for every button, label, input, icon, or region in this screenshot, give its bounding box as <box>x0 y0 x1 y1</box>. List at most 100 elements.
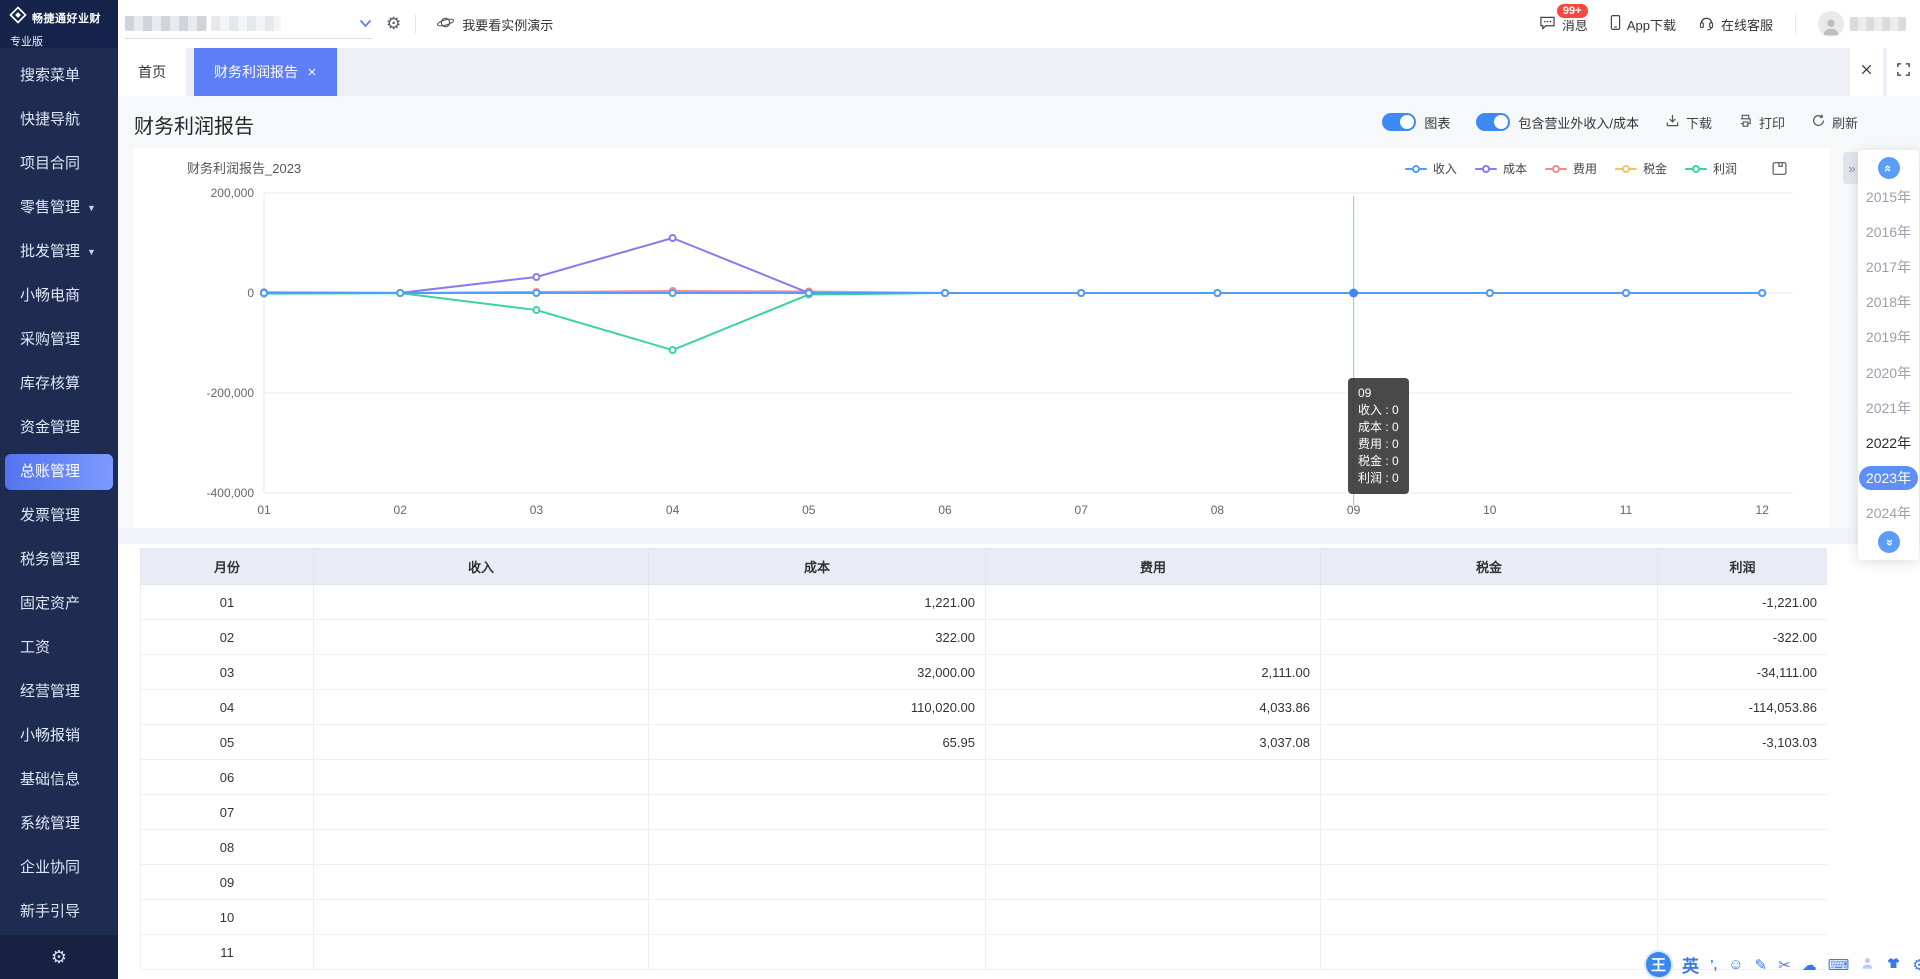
tab-active[interactable]: 财务利润报告 <box>194 48 337 96</box>
legend-item[interactable]: 收入 <box>1404 160 1457 177</box>
legend-item[interactable]: 费用 <box>1544 160 1597 177</box>
sidebar-item[interactable]: 采购管理 <box>20 331 81 348</box>
handwriting-icon[interactable] <box>1755 956 1768 974</box>
toggle-on[interactable]: 包含营业外收入/成本 <box>1476 113 1639 132</box>
user-account[interactable] <box>1818 11 1906 37</box>
sidebar-item[interactable]: 批发管理 ▼ <box>20 243 96 260</box>
table-cell: 04 <box>140 689 314 725</box>
company-selector[interactable] <box>125 9 372 39</box>
app-download-button[interactable]: App下载 <box>1610 14 1676 34</box>
tooltip-row: 成本 : 0 <box>1358 420 1399 434</box>
table-row[interactable]: 08 <box>140 829 1827 865</box>
fullscreen-button[interactable] <box>1887 48 1920 96</box>
table-cell: 32,000.00 <box>648 654 986 690</box>
table-cell: -1,221.00 <box>1657 584 1827 620</box>
table-row[interactable]: 11 <box>140 934 1827 970</box>
sidebar-item[interactable]: 工资 <box>20 639 51 656</box>
user-profile-icon[interactable] <box>1860 955 1875 974</box>
planet-icon <box>436 15 455 33</box>
table-cell <box>648 899 986 935</box>
legend-item[interactable]: 成本 <box>1474 160 1527 177</box>
year-option[interactable]: 2024年 <box>1865 505 1912 522</box>
year-option[interactable]: 2018年 <box>1865 294 1912 311</box>
sidebar-item[interactable]: 小畅电商 <box>20 287 81 304</box>
table-row[interactable]: 10 <box>140 899 1827 935</box>
ime-logo-icon[interactable]: 王 <box>1646 952 1671 977</box>
toggle-switch[interactable] <box>1382 113 1417 131</box>
year-option[interactable]: 2020年 <box>1865 364 1912 381</box>
download-button[interactable]: 下载 <box>1665 113 1712 132</box>
scroll-years-down-button[interactable] <box>1877 531 1900 553</box>
tab-item[interactable]: 首页 <box>118 48 186 96</box>
table-cell <box>313 689 649 725</box>
table-cell <box>1657 899 1827 935</box>
year-option[interactable]: 2023年 <box>1858 466 1919 491</box>
sidebar-item[interactable]: 项目合同 <box>20 155 81 172</box>
save-as-image-icon[interactable] <box>1771 160 1788 177</box>
table-row[interactable]: 05 65.95 3,037.08 -3,103.03 <box>140 724 1827 760</box>
collapse-panel-icon[interactable] <box>1843 152 1861 184</box>
sidebar-item[interactable]: 经营管理 <box>20 683 81 700</box>
table-cell <box>1320 619 1658 655</box>
sidebar-item[interactable]: 搜索菜单 <box>20 67 81 84</box>
sidebar-item[interactable]: 新手引导 <box>20 903 81 920</box>
sidebar-item[interactable]: 固定资产 <box>20 595 81 612</box>
punctuation-icon[interactable] <box>1710 956 1717 973</box>
year-option[interactable]: 2016年 <box>1865 223 1912 240</box>
table-cell <box>648 794 986 830</box>
sidebar-item[interactable]: 小畅报销 <box>20 727 81 744</box>
table-row[interactable]: 03 32,000.00 2,111.00 -34,111.00 <box>140 654 1827 690</box>
sidebar-item[interactable]: 税务管理 <box>20 551 81 568</box>
toggle-switch[interactable] <box>1476 113 1511 131</box>
print-button[interactable]: 打印 <box>1738 113 1785 132</box>
table-row[interactable]: 06 <box>140 759 1827 795</box>
table-row[interactable]: 04 110,020.00 4,033.86 -114,053.86 <box>140 689 1827 725</box>
close-page-button[interactable] <box>1850 48 1883 96</box>
table-row[interactable]: 01 1,221.00 -1,221.00 <box>140 584 1827 620</box>
sidebar-item[interactable]: 发票管理 <box>20 507 81 524</box>
screenshot-icon[interactable] <box>1778 956 1791 974</box>
table-row[interactable]: 02 322.00 -322.00 <box>140 619 1827 655</box>
action-label: 打印 <box>1758 115 1785 131</box>
legend-item[interactable]: 税金 <box>1614 160 1667 177</box>
table-row[interactable]: 09 <box>140 864 1827 900</box>
sidebar-item[interactable]: 零售管理 ▼ <box>20 199 96 216</box>
ime-settings-icon[interactable] <box>1912 956 1920 974</box>
section-divider <box>118 528 1920 544</box>
sidebar-item[interactable]: 快捷导航 <box>20 111 81 128</box>
sidebar-menu: 搜索菜单快捷导航项目合同零售管理 ▼ 批发管理 ▼ 小畅电商采购管理库存核算资金管理总账… <box>0 48 118 934</box>
table-row[interactable]: 07 <box>140 794 1827 830</box>
sidebar-item[interactable]: 资金管理 <box>20 419 81 436</box>
skin-shirt-icon[interactable] <box>1886 956 1901 974</box>
year-option[interactable]: 2015年 <box>1865 188 1912 205</box>
emoji-icon[interactable] <box>1728 956 1743 973</box>
tab-close-icon[interactable] <box>307 64 317 80</box>
table-cell <box>1657 829 1827 865</box>
svg-text:02: 02 <box>394 503 408 517</box>
toggle-on[interactable]: 图表 <box>1382 113 1450 132</box>
cloud-icon[interactable] <box>1802 956 1817 974</box>
year-option[interactable]: 2019年 <box>1865 329 1912 346</box>
sidebar-item[interactable]: 企业协同 <box>20 859 81 876</box>
legend-item[interactable]: 利润 <box>1684 160 1737 177</box>
table-cell: 08 <box>140 829 314 865</box>
scroll-years-up-button[interactable] <box>1877 157 1900 179</box>
ime-language-mode[interactable]: 英 <box>1682 957 1699 976</box>
sidebar-item[interactable]: 系统管理 <box>20 815 81 832</box>
sidebar-item[interactable]: 基础信息 <box>20 771 81 788</box>
demo-link[interactable]: 我要看实例演示 <box>436 15 553 34</box>
settings-gear-icon[interactable] <box>51 947 67 968</box>
year-option[interactable]: 2021年 <box>1865 399 1912 416</box>
online-support-button[interactable]: 在线客服 <box>1698 14 1773 34</box>
virtual-keyboard-icon[interactable] <box>1828 956 1850 974</box>
messages-button[interactable]: 消息 99+ <box>1539 1 1590 34</box>
table-cell <box>313 619 649 655</box>
year-option[interactable]: 2022年 <box>1865 434 1912 451</box>
year-option[interactable]: 2017年 <box>1865 258 1912 275</box>
org-settings-gear-icon[interactable] <box>386 14 401 34</box>
sidebar-item[interactable]: 总账管理 <box>5 454 113 490</box>
sidebar-item[interactable]: 库存核算 <box>20 375 81 392</box>
table-cell <box>985 864 1321 900</box>
refresh-button[interactable]: 刷新 <box>1811 113 1858 132</box>
